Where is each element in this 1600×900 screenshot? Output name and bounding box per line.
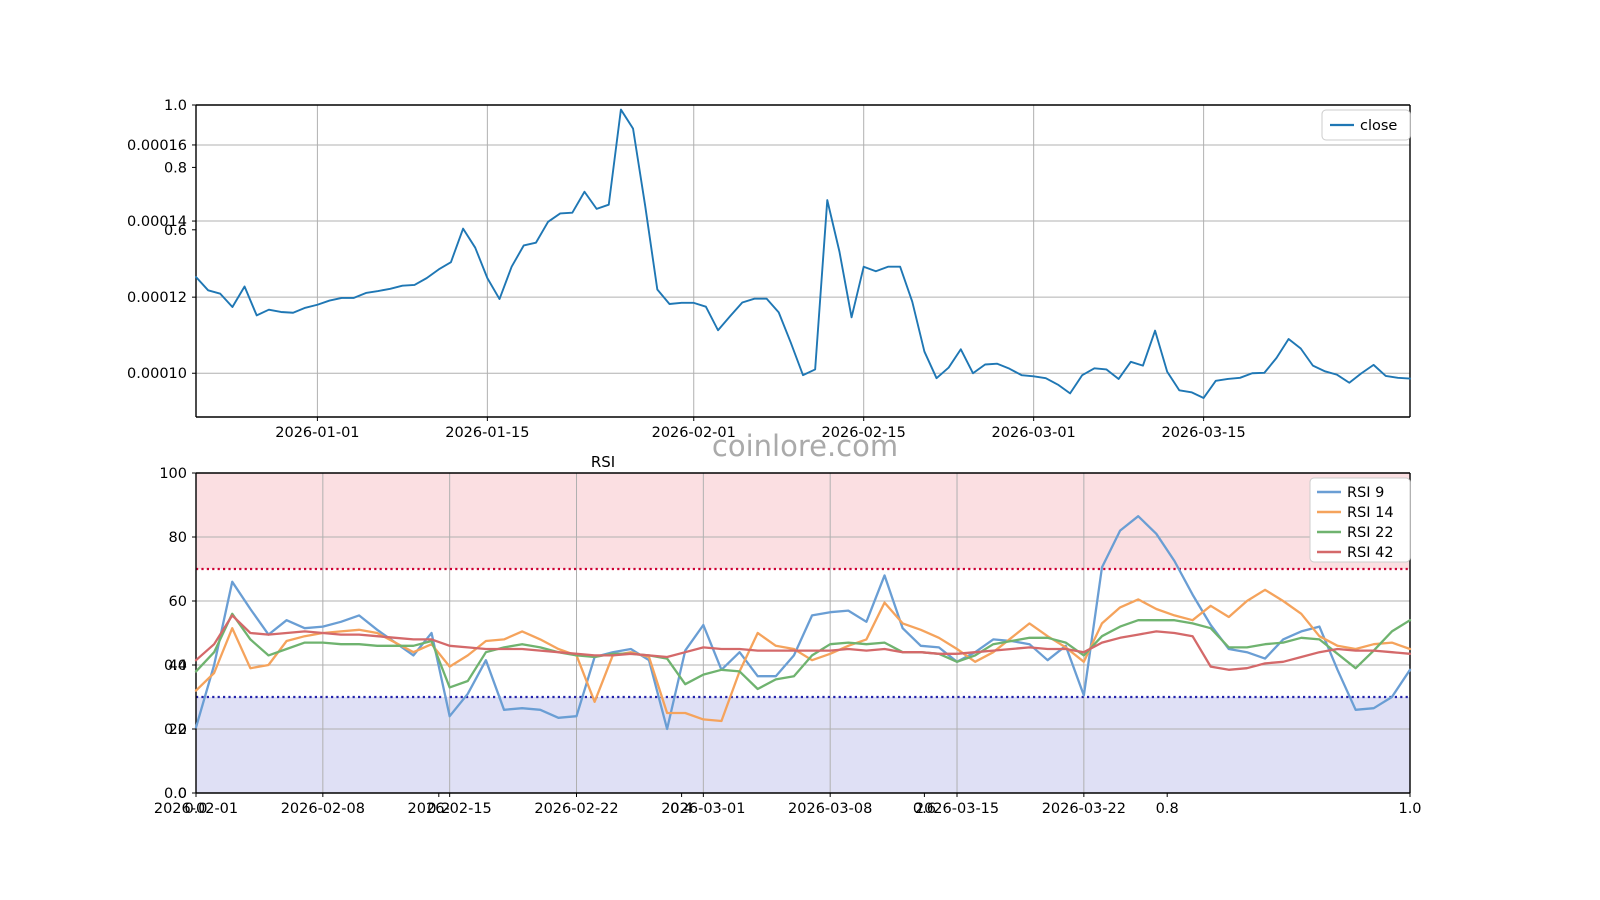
price-ytick-label: 0.00014 — [127, 214, 187, 230]
price-ytick-label: 0.00010 — [127, 366, 187, 382]
rsi-xtick-label: 2026-03-08 — [788, 801, 872, 817]
price-overlay-ytick-label: 1.0 — [164, 98, 187, 114]
rsi-overbought-band — [196, 473, 1410, 569]
rsi-legend-entry-rsi22-label: RSI 22 — [1347, 525, 1394, 541]
rsi-xtick-label: 2026-03-01 — [661, 801, 745, 817]
price-overlay-ytick-label: 0.6 — [164, 223, 187, 239]
rsi-xtick-label: 2026-03-22 — [1042, 801, 1126, 817]
price-overlay-ytick-label: 0.8 — [164, 160, 187, 176]
rsi-ytick-label: 0 — [178, 786, 187, 802]
price-xtick-label: 2026-01-01 — [275, 425, 359, 441]
rsi-series-rsi14 — [194, 588, 1412, 723]
price-close-line — [195, 108, 1411, 399]
rsi-xtick-label: 2026-02-15 — [408, 801, 492, 817]
price-xtick-label: 2026-02-15 — [822, 425, 906, 441]
rsi-legend-entry-rsi42-label: RSI 42 — [1347, 545, 1394, 561]
rsi-xtick-label: 2026-02-08 — [281, 801, 365, 817]
rsi-xtick-label: 2026-02-01 — [154, 801, 238, 817]
price-xtick-label: 2026-03-15 — [1161, 425, 1245, 441]
rsi-ytick-label: 40 — [169, 658, 187, 674]
rsi-legend-box — [1309, 477, 1411, 563]
rsi-overlay-xtick-label: 1.0 — [1398, 801, 1421, 817]
price-xtick-label: 2026-03-01 — [992, 425, 1076, 441]
rsi-legend-entry-rsi9-label: RSI 9 — [1347, 485, 1384, 501]
price-plot-background — [196, 105, 1410, 417]
rsi-overlay-xtick-label: 0.0 — [184, 801, 207, 817]
price-xtick-label: 2026-01-15 — [445, 425, 529, 441]
rsi-overlay-ytick-label: 0.4 — [164, 658, 187, 674]
rsi-ytick-label: 100 — [159, 466, 187, 482]
rsi-series-rsi42 — [194, 614, 1412, 671]
rsi-xtick-label: 2026-03-15 — [915, 801, 999, 817]
rsi-overlay-xtick-label: 0.4 — [670, 801, 693, 817]
rsi-panel: 0 20 40 60 80 100 0.0 0.2 0.4 2026-02-01 2026-02-0… — [154, 453, 1422, 817]
price-ytick-label: 0.00016 — [127, 138, 187, 154]
rsi-overlay-xtick-label: 0.8 — [1156, 801, 1179, 817]
rsi-oversold-band — [196, 697, 1410, 793]
price-legend: close — [1321, 109, 1411, 141]
rsi-legend-entry-rsi14-label: RSI 14 — [1347, 505, 1394, 521]
rsi-overlay-xtick-label: 0.6 — [913, 801, 936, 817]
rsi-xtick-label: 2026-02-22 — [534, 801, 618, 817]
price-panel: 0.00010 0.00012 0.00014 0.00016 0.6 0.8 1.0 202… — [127, 98, 1411, 441]
rsi-legend: RSI 9 RSI 14 RSI 22 RSI 42 — [1309, 477, 1411, 563]
rsi-ytick-label: 20 — [169, 722, 187, 738]
rsi-series-rsi22 — [194, 612, 1412, 691]
price-xtick-label: 2026-02-01 — [652, 425, 736, 441]
price-legend-box — [1321, 109, 1411, 141]
rsi-ytick-label: 60 — [169, 594, 187, 610]
rsi-ytick-label: 80 — [169, 530, 187, 546]
rsi-overlay-ytick-label: 0.0 — [164, 786, 187, 802]
rsi-panel-title: RSI — [591, 453, 615, 471]
price-ytick-label: 0.00012 — [127, 290, 187, 306]
rsi-overlay-ytick-label: 0.2 — [164, 722, 187, 738]
rsi-overlay-xtick-label: 0.2 — [427, 801, 450, 817]
price-legend-label-close: close — [1360, 118, 1397, 134]
watermark-coinlore: coinlore.com — [712, 429, 898, 463]
